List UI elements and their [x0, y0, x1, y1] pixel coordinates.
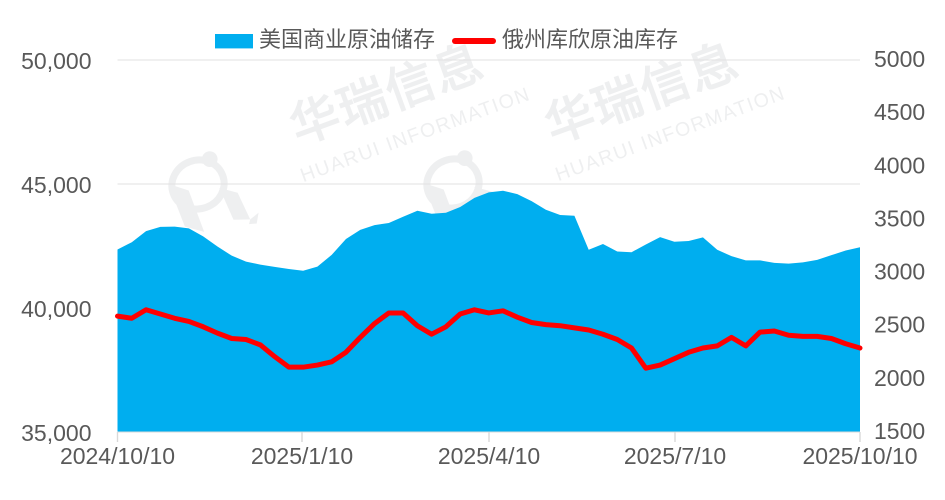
svg-text:2025/7/10: 2025/7/10: [624, 443, 726, 469]
svg-text:美国商业原油储存: 美国商业原油储存: [259, 27, 435, 52]
svg-text:3500: 3500: [874, 205, 925, 231]
svg-text:2500: 2500: [874, 312, 925, 338]
svg-text:3000: 3000: [874, 259, 925, 285]
svg-text:2025/4/10: 2025/4/10: [438, 443, 540, 469]
svg-text:40,000: 40,000: [21, 296, 91, 322]
svg-text:2025/1/10: 2025/1/10: [251, 443, 353, 469]
svg-text:4500: 4500: [874, 99, 925, 125]
svg-text:2000: 2000: [874, 365, 925, 391]
svg-text:2025/10/10: 2025/10/10: [802, 443, 917, 469]
svg-text:俄州库欣原油库存: 俄州库欣原油库存: [502, 27, 678, 52]
svg-text:2024/10/10: 2024/10/10: [60, 443, 175, 469]
svg-text:50,000: 50,000: [21, 48, 91, 74]
svg-text:4000: 4000: [874, 152, 925, 178]
svg-text:5000: 5000: [874, 46, 925, 72]
svg-text:45,000: 45,000: [21, 172, 91, 198]
svg-text:1500: 1500: [874, 418, 925, 444]
